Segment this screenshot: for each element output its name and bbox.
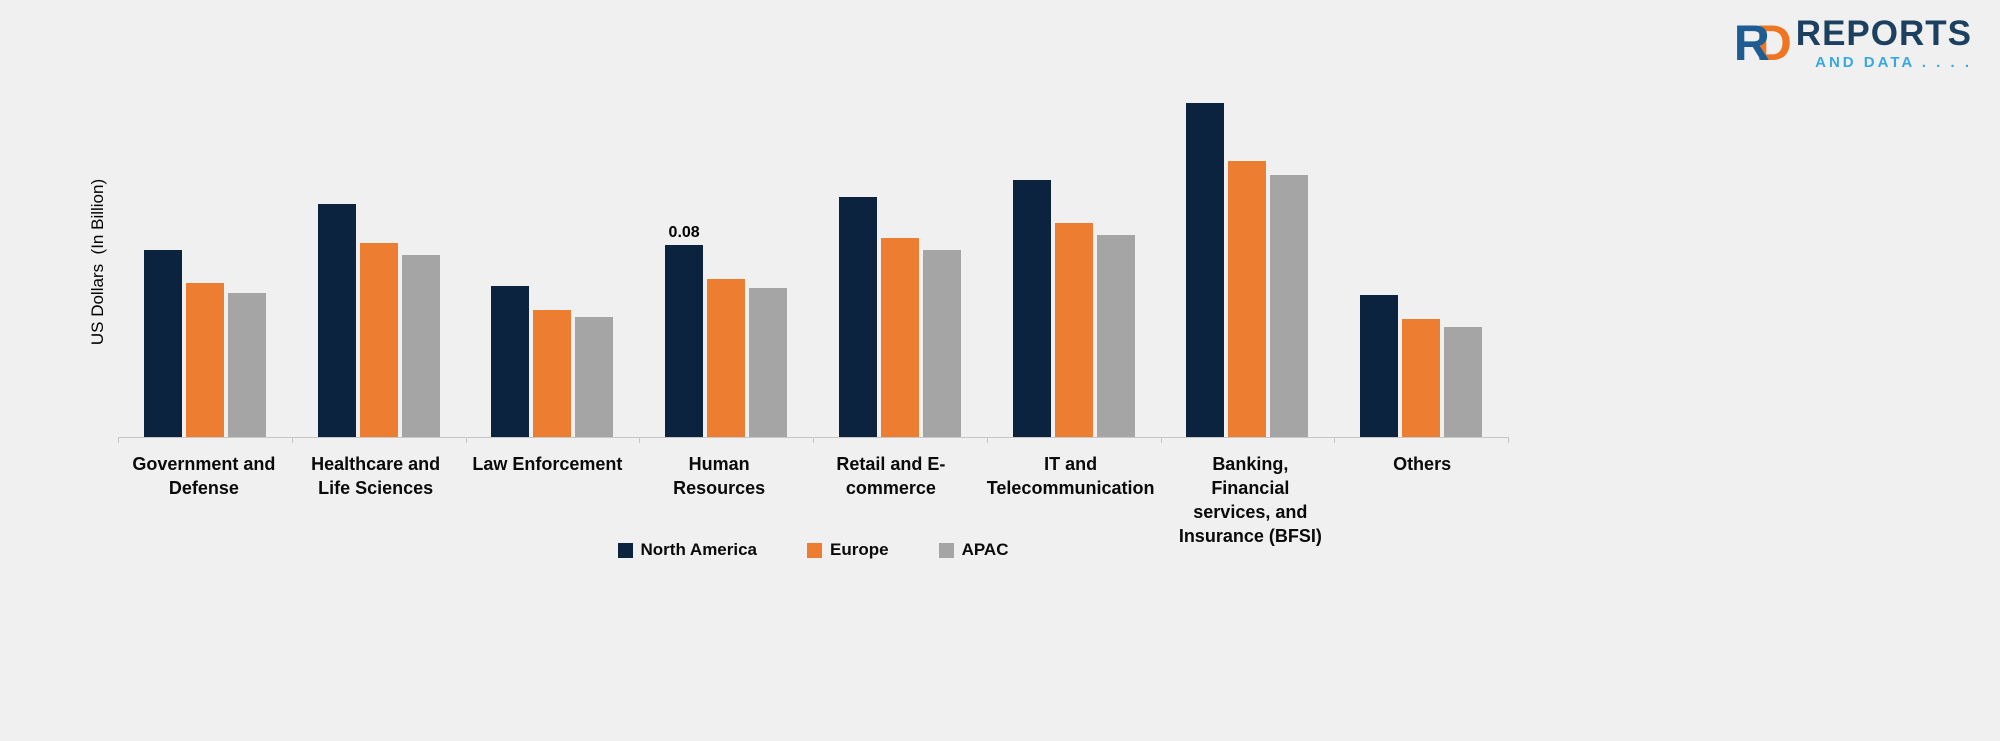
- bar-europe-law-enforcement: [533, 310, 572, 437]
- bar-column: [1012, 180, 1051, 437]
- legend-swatch-north-america: [617, 542, 633, 558]
- rd-logo-icon: D R: [1733, 15, 1792, 71]
- data-label: 0.08: [668, 224, 700, 241]
- bar-group-healthcare-and-life-sciences: [292, 77, 466, 437]
- bar-column: [749, 288, 788, 437]
- legend-label-apac: APAC: [961, 540, 1009, 559]
- bar-column: [707, 279, 746, 437]
- legend-label-europe: Europe: [830, 540, 889, 559]
- bar-column: [491, 286, 530, 437]
- bar-column: [575, 317, 614, 437]
- axis-tick: [639, 437, 641, 443]
- bar-column: [359, 243, 398, 437]
- bar-north-america-healthcare-and-life-sciences: [317, 204, 356, 437]
- bar-column: [1402, 319, 1441, 437]
- bar-north-america-banking-financial-services-and-insurance-bfsi: [1186, 103, 1225, 437]
- bar-column: [317, 204, 356, 437]
- bar-column: [1444, 327, 1483, 437]
- bar-column: [533, 310, 572, 437]
- bar-column: [401, 255, 440, 437]
- reports-and-data-logo: D R REPORTS AND DATA . . . .: [1733, 14, 1972, 72]
- axis-tick: [813, 437, 814, 443]
- legend-swatch-apac: [938, 542, 954, 558]
- category-label-others: Others: [1393, 454, 1452, 474]
- bar-apac-it-and-telecommunication: [1096, 235, 1135, 437]
- bar-column: [1270, 175, 1309, 437]
- bar-group-it-and-telecommunication: [987, 77, 1161, 437]
- bar-column: [922, 250, 961, 437]
- bar-group-law-enforcement: [466, 77, 640, 437]
- bar-column: [1360, 295, 1399, 437]
- bar-column: [1054, 223, 1093, 437]
- axis-tick: [118, 437, 119, 443]
- bar-europe-healthcare-and-life-sciences: [359, 243, 398, 437]
- bar-europe-retail-and-e-commerce: [880, 238, 919, 437]
- logo-letter-r: R: [1733, 15, 1770, 71]
- bar-europe-human-resources: [707, 279, 746, 437]
- bar-group-government-and-defense: [118, 77, 292, 437]
- bar-north-america-others: [1360, 295, 1399, 437]
- category-label-banking-financial-services-and-insurance-bfsi: Banking, Financial services, and Insuran…: [1178, 454, 1322, 546]
- logo-title: REPORTS: [1795, 14, 1972, 53]
- category-label-retail-and-e-commerce: Retail and E-commerce: [836, 454, 946, 498]
- bar-apac-human-resources: [749, 288, 788, 437]
- bar-north-america-retail-and-e-commerce: [838, 197, 877, 437]
- bar-europe-others: [1402, 319, 1441, 437]
- bar-apac-banking-financial-services-and-insurance-bfsi: [1270, 175, 1309, 437]
- bar-north-america-it-and-telecommunication: [1012, 180, 1051, 437]
- legend-item-north-america: North America: [617, 540, 758, 560]
- bar-north-america-human-resources: [665, 245, 704, 437]
- bar-apac-others: [1444, 327, 1483, 437]
- bar-column: [838, 197, 877, 437]
- category-axis: Government and Defense Healthcare and Lif…: [118, 452, 1508, 548]
- bar-europe-banking-financial-services-and-insurance-bfsi: [1228, 161, 1267, 437]
- bar-column: [880, 238, 919, 437]
- bar-column: [185, 283, 224, 437]
- category-label-healthcare-and-life-sciences: Healthcare and Life Sciences: [311, 454, 441, 498]
- axis-tick: [465, 437, 467, 443]
- bar-column: [227, 293, 266, 437]
- axis-tick: [1508, 437, 1509, 443]
- axis-tick: [291, 437, 293, 443]
- bar-column: [143, 250, 182, 437]
- axis-tick: [986, 437, 988, 443]
- logo-text: REPORTS AND DATA . . . .: [1795, 14, 1972, 72]
- bar-column: [1096, 235, 1135, 437]
- bar-north-america-law-enforcement: [491, 286, 530, 437]
- bar-north-america-government-and-defense: [143, 250, 182, 437]
- legend-swatch-europe: [807, 542, 823, 558]
- bar-column: 0.08: [665, 224, 704, 437]
- bar-apac-healthcare-and-life-sciences: [401, 255, 440, 437]
- bar-column: [1186, 103, 1225, 437]
- bar-group-others: [1334, 77, 1508, 437]
- category-label-human-resources: Human Resources: [673, 454, 766, 498]
- bar-group-human-resources: 0.08: [639, 77, 813, 437]
- plot-area: 0.08: [118, 77, 1509, 443]
- bar-europe-it-and-telecommunication: [1054, 223, 1093, 437]
- category-label-government-and-defense: Government and Defense: [132, 454, 276, 498]
- bar-group-banking-financial-services-and-insurance-bfsi: [1161, 77, 1335, 437]
- category-label-it-and-telecommunication: IT and Telecommunication: [986, 454, 1155, 498]
- bar-apac-retail-and-e-commerce: [922, 250, 961, 437]
- legend-label-north-america: North America: [640, 540, 758, 559]
- category-label-law-enforcement: Law Enforcement: [472, 454, 623, 474]
- y-axis-label: US Dollars (In Billion): [88, 178, 107, 346]
- bar-column: [1228, 161, 1267, 437]
- bar-group-retail-and-e-commerce: [813, 77, 987, 437]
- bar-europe-government-and-defense: [185, 283, 224, 437]
- bar-apac-law-enforcement: [575, 317, 614, 437]
- logo-subtitle: AND DATA . . . .: [1815, 54, 1972, 71]
- axis-tick: [1334, 437, 1336, 443]
- axis-tick: [1160, 437, 1162, 443]
- bar-groups: 0.08: [118, 77, 1508, 437]
- legend: North America Europe APAC: [118, 540, 1508, 560]
- legend-item-apac: APAC: [938, 540, 1009, 560]
- legend-item-europe: Europe: [807, 540, 889, 560]
- bar-apac-government-and-defense: [227, 293, 266, 437]
- logo-letter-d: D: [1755, 15, 1792, 71]
